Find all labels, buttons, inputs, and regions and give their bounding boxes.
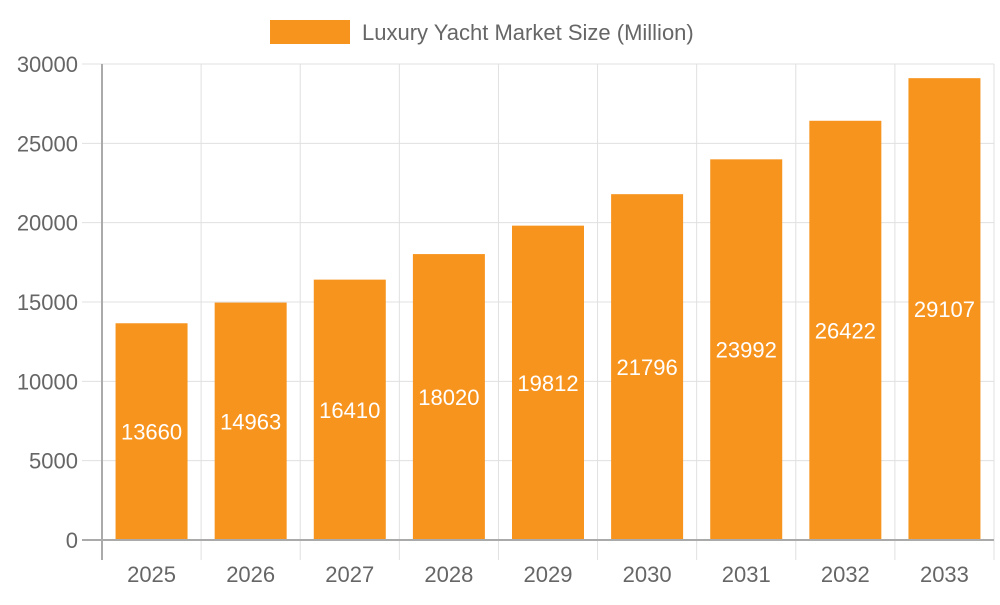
bar [214, 302, 287, 540]
data-label: 21796 [617, 355, 678, 380]
legend-label: Luxury Yacht Market Size (Million) [362, 20, 694, 45]
x-tick-label: 2031 [722, 562, 771, 587]
axes: 0 5000 10000 15000 20000 25000 30000 2025 2026 20… [17, 52, 994, 587]
data-label: 18020 [418, 385, 479, 410]
x-tick-label: 2030 [623, 562, 672, 587]
x-tick-label: 2027 [325, 562, 374, 587]
legend[interactable]: Luxury Yacht Market Size (Million) [270, 20, 694, 45]
bar [313, 279, 386, 540]
data-label: 14963 [220, 409, 281, 434]
bar [512, 225, 584, 540]
y-tick-label: 5000 [29, 449, 78, 474]
data-label: 23992 [716, 338, 777, 363]
y-tick-label: 15000 [17, 290, 78, 315]
bars: 13660 14963 16410 18020 19812 21796 23992 26422… [115, 78, 981, 540]
x-tick-label: 2025 [127, 562, 176, 587]
y-tick-label: 0 [66, 528, 78, 553]
data-label: 26422 [815, 318, 876, 343]
x-tick-label: 2033 [920, 562, 969, 587]
legend-swatch [270, 20, 350, 44]
bar [412, 254, 485, 540]
grid [82, 63, 995, 560]
y-tick-label: 20000 [17, 211, 78, 236]
y-tick-label: 10000 [17, 369, 78, 394]
bar [908, 78, 981, 540]
y-tick-label: 30000 [17, 52, 78, 77]
data-label: 16410 [319, 398, 380, 423]
bar [710, 159, 783, 540]
y-tick-label: 25000 [17, 131, 78, 156]
bar [809, 120, 882, 540]
bar [611, 194, 684, 540]
data-label: 13660 [121, 420, 182, 445]
x-tick-label: 2028 [424, 562, 473, 587]
data-label: 19812 [517, 371, 578, 396]
data-label: 29107 [914, 297, 975, 322]
x-tick-label: 2026 [226, 562, 275, 587]
bar [115, 323, 188, 540]
x-tick-label: 2032 [821, 562, 870, 587]
x-tick-label: 2029 [524, 562, 573, 587]
